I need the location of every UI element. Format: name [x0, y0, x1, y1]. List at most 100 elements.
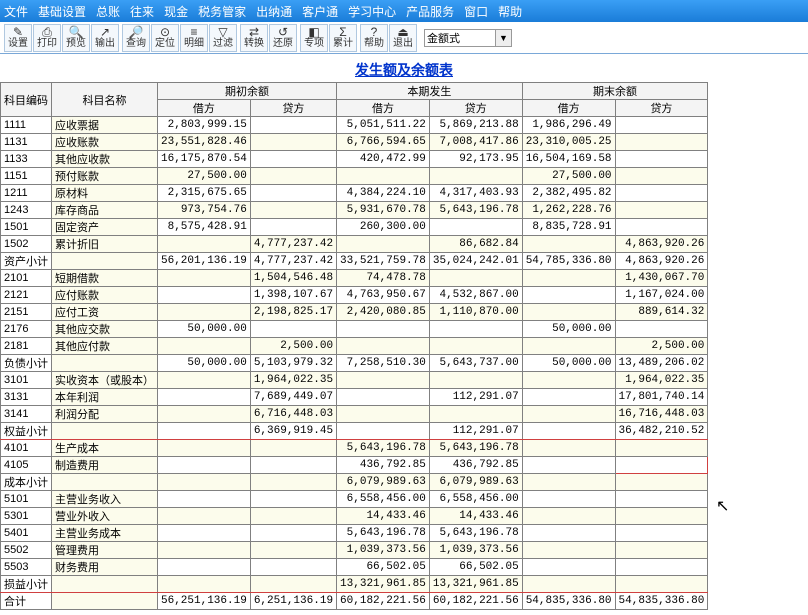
cell-value	[522, 236, 615, 253]
cell-value	[337, 168, 430, 185]
cell-value	[615, 117, 708, 134]
table-row[interactable]: 4101生产成本5,643,196.785,643,196.78	[1, 440, 708, 457]
table-row[interactable]: 1131应收账款23,551,828.466,766,594.657,008,4…	[1, 134, 708, 151]
table-row[interactable]: 1151预付账款27,500.0027,500.00	[1, 168, 708, 185]
hdr-cr: 贷方	[250, 100, 336, 117]
menu-item[interactable]: 现金	[164, 3, 188, 20]
toolbar-累计[interactable]: Σ累计	[329, 24, 357, 52]
cell-code: 3101	[1, 372, 52, 389]
cell-value: 1,262,228.76	[522, 202, 615, 219]
menu-item[interactable]: 基础设置	[38, 3, 86, 20]
cell-value: 17,801,740.14	[615, 389, 708, 406]
toolbar-帮助[interactable]: ?帮助	[360, 24, 388, 52]
toolbar-转换[interactable]: ⇄转换	[240, 24, 268, 52]
toolbar-定位[interactable]: ⊙定位	[151, 24, 179, 52]
toolbar-查询[interactable]: 🔎查询	[122, 24, 150, 52]
toolbar-icon: ≡	[190, 26, 197, 38]
toolbar-输出[interactable]: ↗输出	[91, 24, 119, 52]
table-row[interactable]: 2181其他应付款2,500.002,500.00	[1, 338, 708, 355]
menu-item[interactable]: 总账	[96, 3, 120, 20]
cell-value: 1,398,107.67	[250, 287, 336, 304]
menu-item[interactable]: 税务管家	[198, 3, 246, 20]
cell-value: 13,321,961.85	[337, 576, 430, 593]
cell-value: 5,643,196.78	[429, 202, 522, 219]
report-title-link[interactable]: 发生额及余额表	[355, 62, 453, 78]
cell-code: 资产小计	[1, 253, 52, 270]
table-row[interactable]: 损益小计13,321,961.8513,321,961.85	[1, 576, 708, 593]
cell-name: 财务费用	[52, 559, 158, 576]
table-row[interactable]: 3141利润分配6,716,448.0316,716,448.03	[1, 406, 708, 423]
cell-value: 112,291.07	[429, 389, 522, 406]
table-row[interactable]: 1243库存商品973,754.765,931,670.785,643,196.…	[1, 202, 708, 219]
table-row[interactable]: 2121应付账款1,398,107.674,763,950.674,532,86…	[1, 287, 708, 304]
table-row[interactable]: 负债小计50,000.005,103,979.327,258,510.305,6…	[1, 355, 708, 372]
format-combo[interactable]: ▼	[424, 29, 512, 47]
table-row[interactable]: 5301营业外收入14,433.4614,433.46	[1, 508, 708, 525]
cell-value	[158, 542, 251, 559]
toolbar-icon: ⊙	[160, 26, 170, 38]
cell-code: 2121	[1, 287, 52, 304]
toolbar-预览[interactable]: 🔍预览	[62, 24, 90, 52]
cell-value: 4,384,224.10	[337, 185, 430, 202]
cell-value	[250, 525, 336, 542]
table-row[interactable]: 2151应付工资2,198,825.172,420,080.851,110,87…	[1, 304, 708, 321]
table-row[interactable]: 5502管理费用1,039,373.561,039,373.56	[1, 542, 708, 559]
menu-item[interactable]: 窗口	[464, 3, 488, 20]
table-row[interactable]: 1501固定资产8,575,428.91260,300.008,835,728.…	[1, 219, 708, 236]
table-row[interactable]: 成本小计6,079,989.636,079,989.63	[1, 474, 708, 491]
table-row[interactable]: 5503财务费用66,502.0566,502.05	[1, 559, 708, 576]
toolbar-过滤[interactable]: ▽过滤	[209, 24, 237, 52]
table-row[interactable]: 1211原材料2,315,675.654,384,224.104,317,403…	[1, 185, 708, 202]
cell-name: 利润分配	[52, 406, 158, 423]
menu-item[interactable]: 产品服务	[406, 3, 454, 20]
table-row[interactable]: 2101短期借款1,504,546.4874,478.781,430,067.7…	[1, 270, 708, 287]
table-row[interactable]: 权益小计6,369,919.45112,291.0736,482,210.52	[1, 423, 708, 440]
toolbar-还原[interactable]: ↺还原	[269, 24, 297, 52]
menu-item[interactable]: 学习中心	[348, 3, 396, 20]
menu-bar: 文件基础设置总账往来现金税务管家出纳通客户通学习中心产品服务窗口帮助	[0, 0, 808, 22]
cell-value: 60,182,221.56	[429, 593, 522, 610]
menu-item[interactable]: 文件	[4, 3, 28, 20]
table-row[interactable]: 2176其他应交款50,000.0050,000.00	[1, 321, 708, 338]
table-row[interactable]: 合计56,251,136.196,251,136.1960,182,221.56…	[1, 593, 708, 610]
cell-value: 16,716,448.03	[615, 406, 708, 423]
toolbar-明细[interactable]: ≡明细	[180, 24, 208, 52]
cell-value	[522, 270, 615, 287]
cell-value: 5,643,196.78	[429, 440, 522, 457]
cell-code: 5502	[1, 542, 52, 559]
menu-item[interactable]: 往来	[130, 3, 154, 20]
table-row[interactable]: 3101实收资本（或股本）1,964,022.351,964,022.35	[1, 372, 708, 389]
table-row[interactable]: 1502累计折旧4,777,237.4286,682.844,863,920.2…	[1, 236, 708, 253]
table-row[interactable]: 5101主营业务收入6,558,456.006,558,456.00	[1, 491, 708, 508]
cell-name: 生产成本	[52, 440, 158, 457]
table-row[interactable]: 1111应收票据2,803,999.155,051,511.225,869,21…	[1, 117, 708, 134]
table-row[interactable]: 4105制造费用436,792.85436,792.85	[1, 457, 708, 474]
cell-value: 56,201,136.19	[158, 253, 251, 270]
cell-value	[429, 406, 522, 423]
menu-item[interactable]: 客户通	[302, 3, 338, 20]
cell-code: 2176	[1, 321, 52, 338]
cell-name: 库存商品	[52, 202, 158, 219]
cell-value	[158, 236, 251, 253]
format-input[interactable]	[424, 29, 496, 47]
table-row[interactable]: 5401主营业务成本5,643,196.785,643,196.78	[1, 525, 708, 542]
chevron-down-icon[interactable]: ▼	[496, 29, 512, 47]
table-row[interactable]: 3131本年利润7,689,449.07112,291.0717,801,740…	[1, 389, 708, 406]
toolbar-打印[interactable]: ⎙打印	[33, 24, 61, 52]
cell-value	[337, 372, 430, 389]
cell-value	[429, 168, 522, 185]
toolbar-专项[interactable]: ◧专项	[300, 24, 328, 52]
cell-code: 5301	[1, 508, 52, 525]
cell-value: 420,472.99	[337, 151, 430, 168]
toolbar-设置[interactable]: ✎设置	[4, 24, 32, 52]
toolbar-label: 累计	[333, 39, 353, 49]
table-row[interactable]: 资产小计56,201,136.194,777,237.4233,521,759.…	[1, 253, 708, 270]
toolbar-label: 设置	[8, 39, 28, 49]
menu-item[interactable]: 帮助	[498, 3, 522, 20]
cell-value	[615, 559, 708, 576]
menu-item[interactable]: 出纳通	[256, 3, 292, 20]
table-row[interactable]: 1133其他应收款16,175,870.54420,472.9992,173.9…	[1, 151, 708, 168]
toolbar-退出[interactable]: ⏏退出	[389, 24, 417, 52]
data-grid[interactable]: 科目编码 科目名称 期初余额 本期发生 期末余额 借方 贷方 借方 贷方 借方 …	[0, 82, 808, 615]
cell-value	[337, 406, 430, 423]
